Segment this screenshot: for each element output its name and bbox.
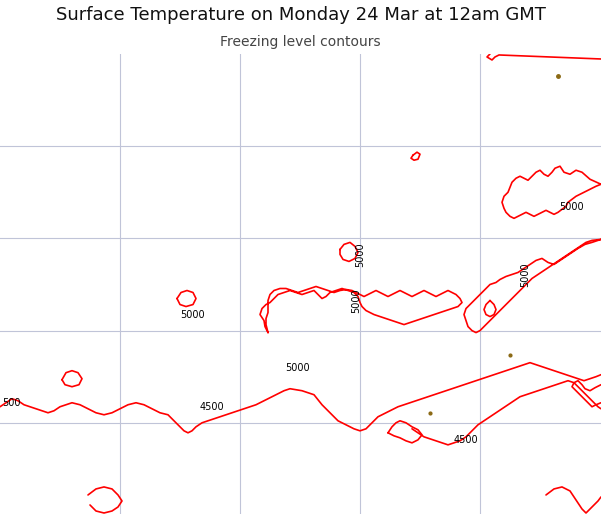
Text: Surface Temperature on Monday 24 Mar at 12am GMT: Surface Temperature on Monday 24 Mar at … [55, 6, 546, 24]
Text: 4500: 4500 [200, 402, 224, 412]
Text: 5000: 5000 [520, 262, 530, 287]
Text: 5000: 5000 [351, 288, 361, 313]
Text: 5000: 5000 [560, 203, 584, 212]
Text: 5000: 5000 [180, 309, 204, 320]
Text: 4500: 4500 [454, 435, 478, 445]
Text: 5000: 5000 [285, 363, 310, 373]
Text: 5000: 5000 [355, 242, 365, 267]
Text: Freezing level contours: Freezing level contours [220, 35, 381, 49]
Text: 500: 500 [2, 398, 20, 408]
